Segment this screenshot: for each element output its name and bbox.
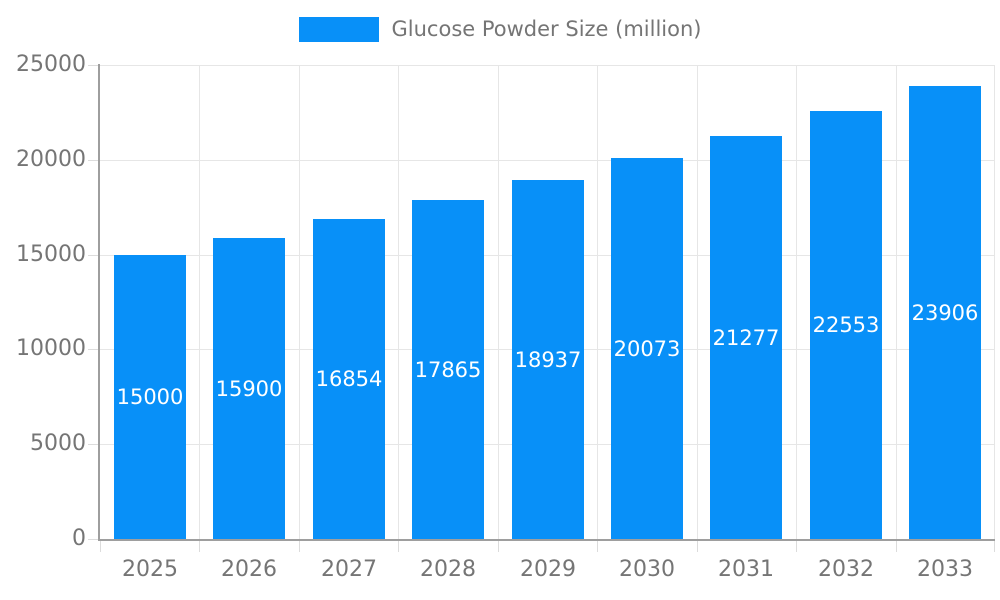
gridline-vertical	[199, 65, 200, 539]
legend[interactable]: Glucose Powder Size (million)	[0, 17, 1000, 42]
legend-swatch	[298, 17, 379, 42]
x-axis-tick-label: 2032	[818, 557, 874, 582]
y-axis-tick	[88, 255, 98, 256]
x-axis-tick	[896, 541, 897, 552]
bar-value-label: 21277	[712, 325, 780, 350]
x-axis-tick-label: 2025	[122, 557, 178, 582]
gridline-vertical	[299, 65, 300, 539]
bar-2029: 18937	[512, 180, 584, 539]
bar-2028: 17865	[412, 200, 484, 539]
x-axis-tick	[697, 541, 698, 552]
bar-2025: 15000	[114, 255, 186, 539]
x-axis-tick	[299, 541, 300, 552]
y-axis-tick-label: 10000	[16, 336, 86, 361]
y-axis-tick-label: 0	[72, 526, 86, 551]
bar-value-label: 22553	[812, 313, 880, 337]
bar-2026: 15900	[213, 238, 285, 539]
gridline-horizontal	[100, 160, 995, 161]
y-axis-tick-label: 5000	[30, 431, 86, 456]
bar-value-label: 16854	[315, 367, 383, 391]
x-axis-tick	[994, 541, 995, 552]
x-axis-tick	[597, 541, 598, 552]
y-axis-tick-label: 15000	[16, 242, 86, 267]
gridline-horizontal	[100, 65, 995, 66]
bar-value-label: 23906	[911, 300, 979, 325]
x-axis-tick-label: 2031	[718, 557, 774, 582]
y-axis-tick	[88, 65, 98, 66]
gridline-vertical	[796, 65, 797, 539]
bar-2032: 22553	[810, 111, 882, 539]
x-axis-tick	[398, 541, 399, 552]
x-axis-tick-label: 2033	[917, 557, 973, 582]
y-axis-tick	[88, 160, 98, 161]
x-axis-tick	[199, 541, 200, 552]
x-axis-tick-label: 2030	[619, 557, 675, 582]
bar-2027: 16854	[313, 219, 385, 539]
y-axis-tick-label: 20000	[16, 147, 86, 172]
bar-value-label: 17865	[414, 357, 482, 382]
legend-label: Glucose Powder Size (million)	[391, 17, 702, 41]
gridline-vertical	[697, 65, 698, 539]
bar-2031: 21277	[710, 136, 782, 539]
x-axis-tick-label: 2027	[321, 557, 377, 582]
bar-2033: 23906	[909, 86, 981, 539]
y-axis-tick	[88, 349, 98, 350]
x-axis-tick	[796, 541, 797, 552]
x-axis-line	[98, 539, 995, 541]
bar-value-label: 20073	[613, 336, 681, 361]
x-axis-tick-label: 2029	[520, 557, 576, 582]
y-axis-line	[98, 64, 100, 541]
plot-area: 15000 15900 16854 17865 18937 20073 21277 22553…	[100, 65, 995, 539]
y-axis-tick	[88, 444, 98, 445]
x-axis-tick-label: 2028	[420, 557, 476, 582]
y-axis-tick	[88, 539, 98, 540]
gridline-vertical	[597, 65, 598, 539]
bar-value-label: 15900	[215, 376, 283, 401]
gridline-vertical	[896, 65, 897, 539]
y-axis-tick-label: 25000	[16, 52, 86, 77]
gridline-vertical	[498, 65, 499, 539]
bar-value-label: 15000	[116, 385, 184, 409]
x-axis-tick	[498, 541, 499, 552]
x-axis-tick	[100, 541, 101, 552]
bar-value-label: 18937	[514, 347, 582, 372]
gridline-vertical	[994, 65, 995, 539]
bar-2030: 20073	[611, 158, 683, 539]
gridline-vertical	[398, 65, 399, 539]
x-axis-tick-label: 2026	[221, 557, 277, 582]
